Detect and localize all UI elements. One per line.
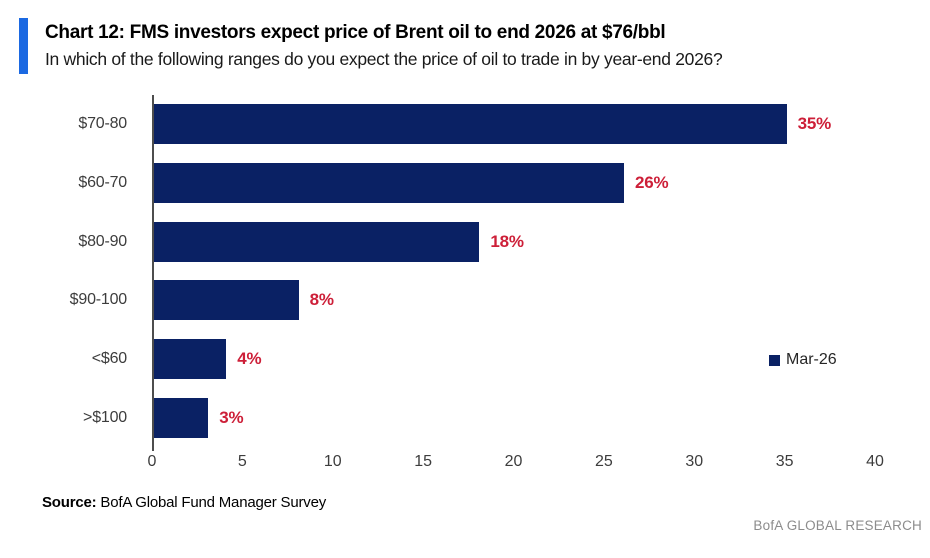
bar bbox=[154, 163, 624, 204]
bar bbox=[154, 280, 299, 321]
bar bbox=[154, 221, 480, 262]
x-tick-label: 5 bbox=[237, 453, 247, 470]
legend: Mar-26 bbox=[769, 351, 837, 369]
value-label: 4% bbox=[237, 349, 262, 369]
category-label: $70-80 bbox=[78, 115, 127, 133]
value-label: 35% bbox=[797, 114, 832, 134]
bar-row: $70-80 35% bbox=[0, 95, 930, 154]
y-axis-line bbox=[152, 95, 154, 451]
x-tick-label: 25 bbox=[594, 453, 613, 470]
category-label: <$60 bbox=[91, 350, 127, 368]
bar-row: <$60 4% bbox=[0, 330, 930, 389]
bar-row: $60-70 26% bbox=[0, 154, 930, 213]
bar-row: $80-90 18% bbox=[0, 212, 930, 271]
chart-title: Chart 12: FMS investors expect price of … bbox=[45, 22, 666, 43]
x-tick-label: 0 bbox=[147, 453, 157, 470]
category-label: $80-90 bbox=[78, 232, 127, 250]
legend-swatch-icon bbox=[769, 354, 780, 366]
bar bbox=[154, 397, 209, 438]
x-tick-label: 15 bbox=[414, 453, 433, 470]
source-note: Source: BofA Global Fund Manager Survey bbox=[42, 494, 326, 511]
x-tick-label: 20 bbox=[504, 453, 523, 470]
legend-label: Mar-26 bbox=[786, 351, 837, 368]
chart-header: Chart 12: FMS investors expect price of … bbox=[45, 22, 918, 70]
x-tick-label: 35 bbox=[775, 453, 794, 470]
value-label: 26% bbox=[634, 173, 669, 193]
category-label: $60-70 bbox=[78, 174, 127, 192]
bar-row: $90-100 8% bbox=[0, 271, 930, 330]
category-label: >$100 bbox=[83, 408, 127, 426]
value-label: 8% bbox=[309, 290, 334, 310]
value-label: 3% bbox=[219, 407, 244, 427]
bar bbox=[154, 339, 227, 380]
x-tick-label: 30 bbox=[685, 453, 704, 470]
x-tick-label: 10 bbox=[323, 453, 342, 470]
value-label: 18% bbox=[490, 231, 524, 251]
source-label: Source: bbox=[42, 494, 97, 511]
category-label: $90-100 bbox=[69, 291, 128, 309]
chart-subtitle: In which of the following ranges do you … bbox=[45, 49, 723, 69]
source-text: BofA Global Fund Manager Survey bbox=[96, 494, 327, 511]
x-tick-label: 40 bbox=[866, 453, 884, 470]
bar bbox=[154, 104, 787, 145]
title-accent-bar bbox=[19, 18, 28, 74]
bar-row: >$100 3% bbox=[0, 389, 930, 448]
branding-label: BofA GLOBAL RESEARCH bbox=[753, 518, 922, 533]
